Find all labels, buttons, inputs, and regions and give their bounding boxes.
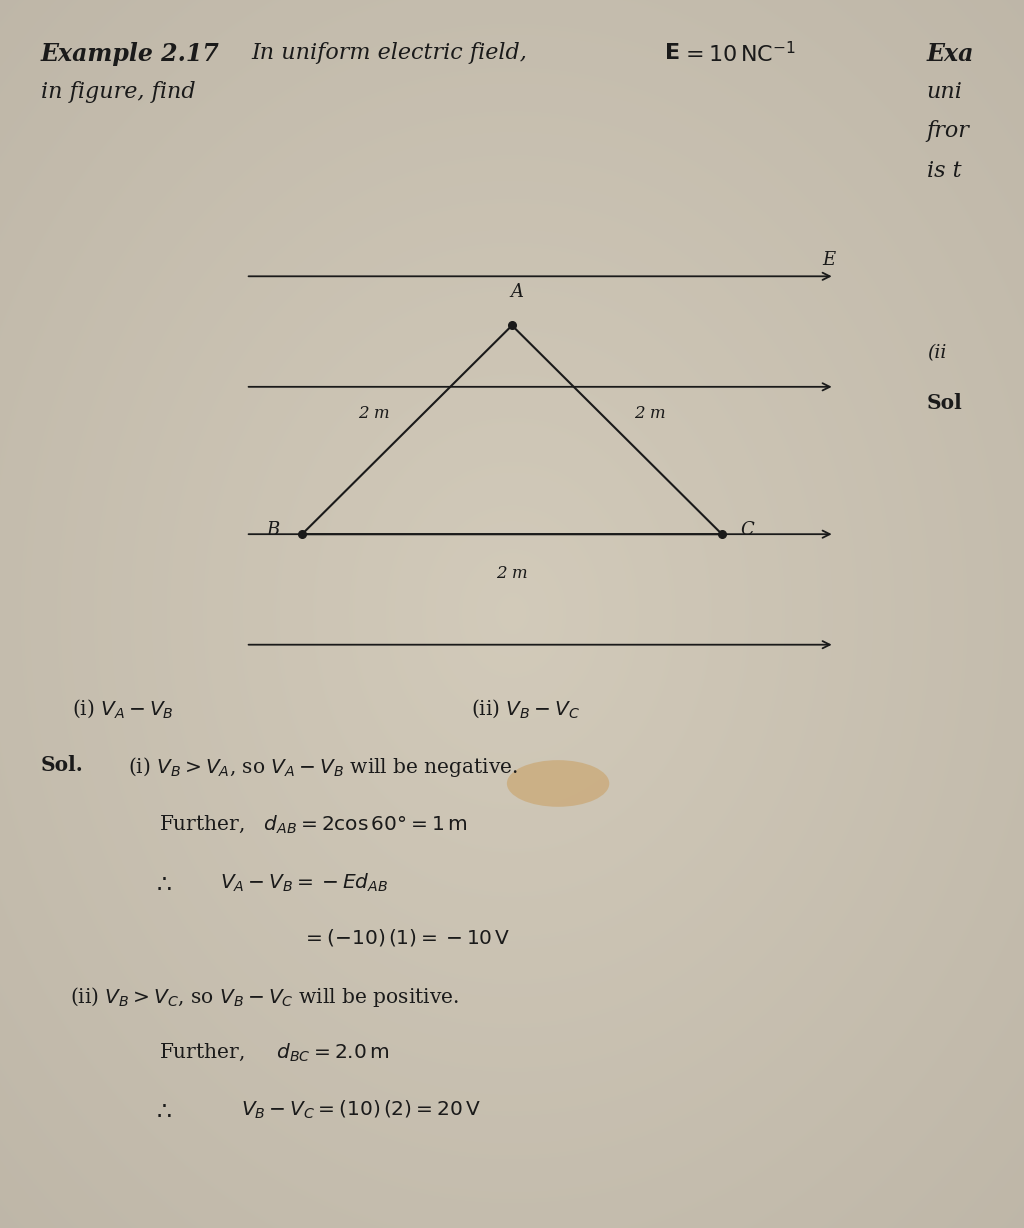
Text: B: B: [266, 522, 280, 539]
Text: C: C: [740, 522, 754, 539]
Text: A: A: [511, 282, 523, 301]
Text: $\mathbf{E}$: $\mathbf{E}$: [664, 42, 679, 64]
Text: uni: uni: [927, 81, 963, 103]
Text: $V_B - V_C = (10)\,(2) = 20\,\mathrm{V}$: $V_B - V_C = (10)\,(2) = 20\,\mathrm{V}$: [241, 1099, 480, 1121]
Text: 2 m: 2 m: [635, 405, 666, 422]
Text: $= (-10)\,(1) = -10\,\mathrm{V}$: $= (-10)\,(1) = -10\,\mathrm{V}$: [302, 927, 511, 948]
Text: $\therefore$: $\therefore$: [152, 1099, 172, 1122]
Text: in figure, find: in figure, find: [41, 81, 196, 103]
Text: (i) $V_B > V_A$, so $V_A - V_B$ will be negative.: (i) $V_B > V_A$, so $V_A - V_B$ will be …: [128, 755, 518, 780]
Text: In uniform electric field,: In uniform electric field,: [251, 42, 534, 64]
Text: (i) $V_A - V_B$: (i) $V_A - V_B$: [72, 698, 173, 720]
Ellipse shape: [507, 760, 609, 807]
Text: 2 m: 2 m: [497, 565, 527, 582]
Text: Example 2.17: Example 2.17: [41, 42, 220, 66]
Text: E: E: [822, 252, 836, 269]
Text: is t: is t: [927, 160, 962, 182]
Text: fror: fror: [927, 120, 970, 142]
Text: Further,   $d_{AB} = 2\cos 60° = 1\,\mathrm{m}$: Further, $d_{AB} = 2\cos 60° = 1\,\mathr…: [159, 813, 467, 835]
Text: Sol: Sol: [927, 393, 963, 413]
Text: 2 m: 2 m: [358, 405, 389, 422]
Text: Sol.: Sol.: [41, 755, 84, 775]
Text: $\therefore$: $\therefore$: [152, 872, 172, 895]
Text: $=10\,\mathrm{NC}^{-1}$: $=10\,\mathrm{NC}^{-1}$: [681, 42, 796, 68]
Text: $V_A - V_B = -Ed_{AB}$: $V_A - V_B = -Ed_{AB}$: [220, 872, 388, 894]
Text: (ii: (ii: [927, 344, 946, 362]
Text: (ii) $V_B - V_C$: (ii) $V_B - V_C$: [471, 698, 581, 720]
Text: Further,     $d_{BC} = 2.0\,\mathrm{m}$: Further, $d_{BC} = 2.0\,\mathrm{m}$: [159, 1041, 389, 1063]
Text: (ii) $V_B > V_C$, so $V_B - V_C$ will be positive.: (ii) $V_B > V_C$, so $V_B - V_C$ will be…: [70, 985, 459, 1009]
Text: Exa: Exa: [927, 42, 974, 66]
